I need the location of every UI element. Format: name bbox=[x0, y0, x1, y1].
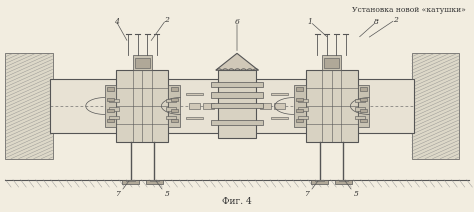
Bar bbox=[203, 103, 214, 109]
Bar bbox=[412, 53, 459, 159]
Bar bbox=[126, 180, 136, 181]
Bar bbox=[294, 85, 306, 127]
Bar bbox=[274, 103, 285, 109]
Bar bbox=[171, 109, 178, 112]
Bar bbox=[50, 79, 414, 133]
Bar bbox=[136, 58, 150, 68]
Bar bbox=[150, 180, 159, 181]
Bar bbox=[166, 107, 175, 111]
Bar bbox=[189, 103, 200, 109]
Bar bbox=[171, 88, 178, 91]
Bar bbox=[322, 56, 341, 70]
Bar bbox=[271, 117, 288, 120]
Text: 8: 8 bbox=[374, 18, 379, 26]
Bar bbox=[166, 99, 175, 102]
Text: 4: 4 bbox=[114, 18, 119, 26]
Text: Установка новой «катушки»: Установка новой «катушки» bbox=[352, 6, 466, 14]
Bar bbox=[299, 99, 308, 102]
Bar bbox=[122, 180, 139, 184]
Bar bbox=[296, 119, 303, 122]
Bar bbox=[360, 88, 367, 91]
Bar bbox=[133, 56, 152, 70]
Bar bbox=[107, 88, 114, 91]
Bar bbox=[186, 117, 203, 120]
Bar bbox=[360, 119, 367, 122]
Bar bbox=[299, 116, 308, 119]
Bar bbox=[315, 180, 324, 181]
Bar bbox=[311, 180, 328, 184]
Bar bbox=[355, 107, 365, 111]
Bar bbox=[296, 109, 303, 112]
Bar bbox=[109, 116, 119, 119]
Text: 6: 6 bbox=[235, 18, 239, 26]
Bar bbox=[360, 98, 367, 101]
Bar bbox=[360, 109, 367, 112]
Bar bbox=[357, 85, 369, 127]
Bar bbox=[186, 92, 203, 95]
Bar bbox=[355, 116, 365, 119]
Bar bbox=[338, 180, 348, 181]
Bar bbox=[5, 53, 53, 159]
Bar bbox=[107, 109, 114, 112]
Text: 2: 2 bbox=[164, 16, 169, 24]
Bar bbox=[306, 70, 357, 142]
Bar bbox=[211, 92, 263, 98]
Bar bbox=[117, 70, 168, 142]
Text: 7: 7 bbox=[116, 190, 120, 198]
Bar bbox=[171, 119, 178, 122]
Bar bbox=[166, 116, 175, 119]
Bar bbox=[260, 103, 271, 109]
Text: 7: 7 bbox=[304, 190, 310, 198]
Bar bbox=[107, 119, 114, 122]
Bar bbox=[109, 107, 119, 111]
Bar bbox=[211, 120, 263, 125]
Bar bbox=[211, 103, 263, 108]
Bar bbox=[211, 82, 263, 87]
Bar bbox=[271, 92, 288, 95]
Text: 1: 1 bbox=[308, 18, 313, 26]
Bar bbox=[168, 85, 180, 127]
Bar bbox=[296, 98, 303, 101]
Bar bbox=[335, 180, 352, 184]
Bar bbox=[146, 180, 163, 184]
Bar bbox=[107, 98, 114, 101]
Bar bbox=[218, 70, 256, 138]
Text: 2: 2 bbox=[393, 16, 398, 24]
Bar bbox=[171, 98, 178, 101]
Text: Фиг. 4: Фиг. 4 bbox=[222, 197, 252, 206]
Bar bbox=[296, 88, 303, 91]
Bar bbox=[355, 99, 365, 102]
Polygon shape bbox=[216, 53, 258, 70]
Text: 5: 5 bbox=[354, 190, 358, 198]
Bar bbox=[109, 99, 119, 102]
Bar bbox=[105, 85, 117, 127]
Text: 5: 5 bbox=[164, 190, 170, 198]
Bar bbox=[324, 58, 338, 68]
Bar bbox=[299, 107, 308, 111]
